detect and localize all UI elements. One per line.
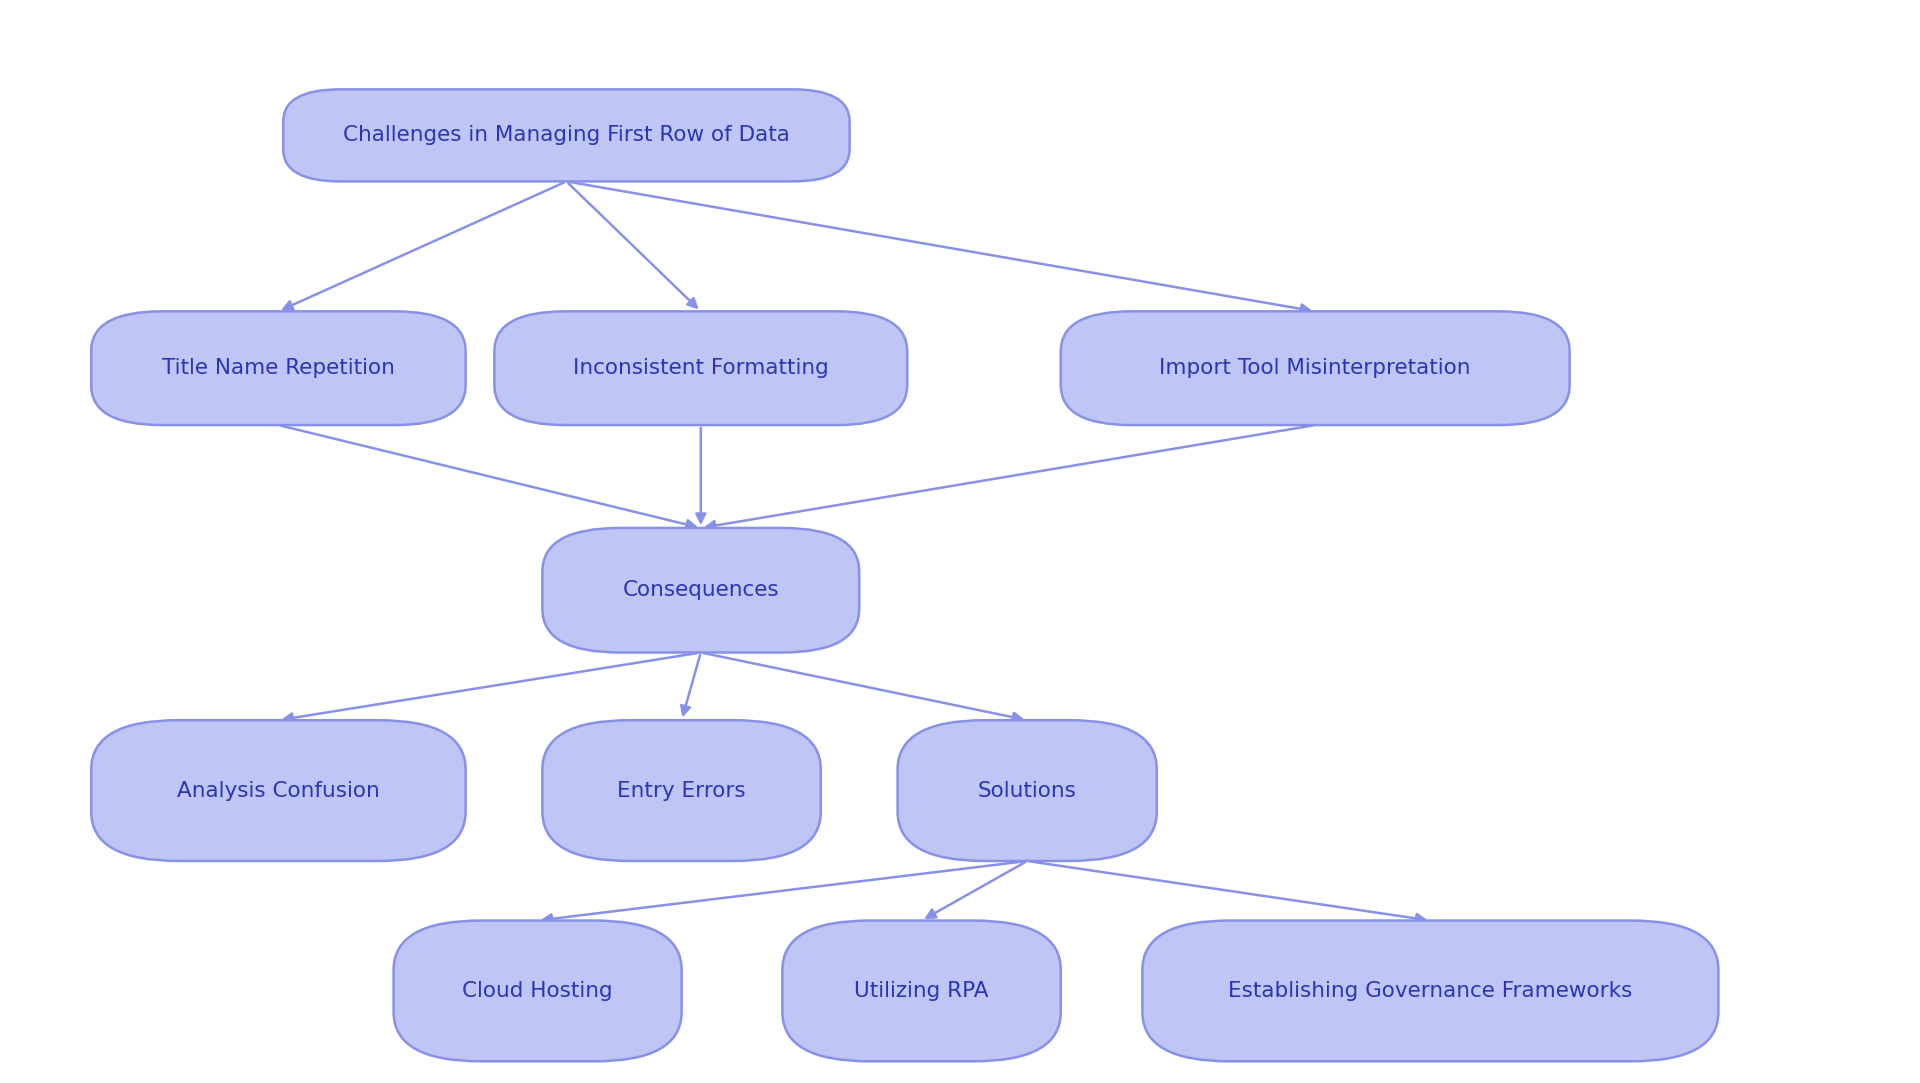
Text: Consequences: Consequences (622, 580, 780, 600)
FancyBboxPatch shape (541, 720, 822, 861)
Text: Utilizing RPA: Utilizing RPA (854, 981, 989, 1001)
Text: Import Tool Misinterpretation: Import Tool Misinterpretation (1160, 358, 1471, 378)
FancyBboxPatch shape (1142, 921, 1718, 1061)
FancyBboxPatch shape (90, 312, 465, 425)
FancyBboxPatch shape (394, 921, 682, 1061)
Text: Entry Errors: Entry Errors (618, 781, 745, 800)
Text: Establishing Governance Frameworks: Establishing Governance Frameworks (1229, 981, 1632, 1001)
FancyBboxPatch shape (90, 720, 465, 861)
FancyBboxPatch shape (541, 529, 860, 652)
Text: Challenges in Managing First Row of Data: Challenges in Managing First Row of Data (344, 126, 789, 145)
FancyBboxPatch shape (783, 921, 1060, 1061)
Text: Analysis Confusion: Analysis Confusion (177, 781, 380, 800)
Text: Inconsistent Formatting: Inconsistent Formatting (572, 358, 829, 378)
Text: Solutions: Solutions (977, 781, 1077, 800)
Text: Cloud Hosting: Cloud Hosting (463, 981, 612, 1001)
Text: Title Name Repetition: Title Name Repetition (161, 358, 396, 378)
FancyBboxPatch shape (899, 720, 1156, 861)
FancyBboxPatch shape (284, 90, 849, 182)
FancyBboxPatch shape (495, 312, 908, 425)
FancyBboxPatch shape (1060, 312, 1569, 425)
